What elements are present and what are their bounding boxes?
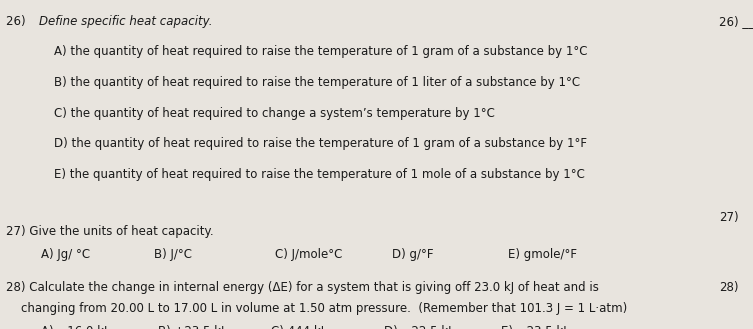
- Text: B) J/°C: B) J/°C: [154, 248, 192, 262]
- Text: E) −23.5 kJ: E) −23.5 kJ: [501, 325, 566, 329]
- Text: E) gmole/°F: E) gmole/°F: [508, 248, 578, 262]
- Text: 26) __: 26) __: [719, 15, 753, 28]
- Text: A) −16.0 kJ: A) −16.0 kJ: [41, 325, 108, 329]
- Text: B) the quantity of heat required to raise the temperature of 1 liter of a substa: B) the quantity of heat required to rais…: [54, 76, 581, 89]
- Text: A) Jg/ °C: A) Jg/ °C: [41, 248, 90, 262]
- Text: A) the quantity of heat required to raise the temperature of 1 gram of a substan: A) the quantity of heat required to rais…: [54, 45, 587, 59]
- Text: C) J/mole°C: C) J/mole°C: [275, 248, 342, 262]
- Text: 27): 27): [719, 211, 739, 224]
- Text: 26): 26): [6, 15, 29, 28]
- Text: Define specific heat capacity.: Define specific heat capacity.: [39, 15, 212, 28]
- Text: 27) Give the units of heat capacity.: 27) Give the units of heat capacity.: [6, 225, 214, 239]
- Text: D) g/°F: D) g/°F: [392, 248, 433, 262]
- Text: C) 444 kJ: C) 444 kJ: [271, 325, 325, 329]
- Text: 28) Calculate the change in internal energy (ΔE) for a system that is giving off: 28) Calculate the change in internal ene…: [6, 281, 599, 294]
- Text: D) the quantity of heat required to raise the temperature of 1 gram of a substan: D) the quantity of heat required to rais…: [54, 137, 587, 150]
- Text: D) −22.5 kJ: D) −22.5 kJ: [384, 325, 452, 329]
- Text: changing from 20.00 L to 17.00 L in volume at 1.50 atm pressure.  (Remember that: changing from 20.00 L to 17.00 L in volu…: [6, 302, 627, 315]
- Text: E) the quantity of heat required to raise the temperature of 1 mole of a substan: E) the quantity of heat required to rais…: [54, 168, 585, 181]
- Text: B) +23.5 kJ: B) +23.5 kJ: [158, 325, 224, 329]
- Text: 28): 28): [719, 281, 739, 294]
- Text: C) the quantity of heat required to change a system’s temperature by 1°C: C) the quantity of heat required to chan…: [54, 107, 495, 120]
